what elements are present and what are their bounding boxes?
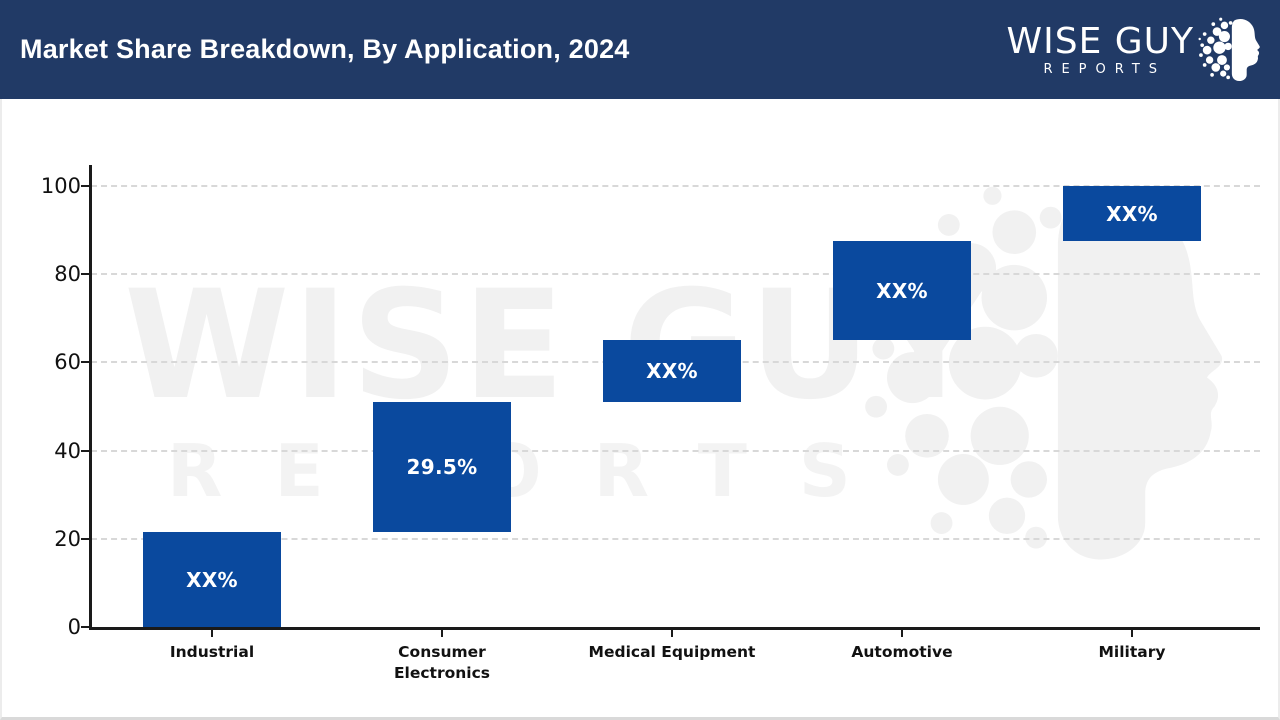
bar-medical-equipment: XX% <box>603 340 741 403</box>
bar-value-label-automotive: XX% <box>876 278 928 303</box>
gridline-100 <box>91 185 1260 187</box>
y-axis-tickmark <box>81 626 89 628</box>
bar-military: XX% <box>1063 186 1201 242</box>
bar-value-label-medical-equipment: XX% <box>646 359 698 384</box>
y-axis-tick-label: 100 <box>40 174 81 198</box>
y-axis-tick-label: 40 <box>54 438 81 463</box>
brand-logo: WISE GUY REPORTS <box>1007 12 1280 87</box>
x-axis-label-automotive: Automotive <box>851 643 953 661</box>
bar-consumer-electronics: 29.5% <box>373 402 511 533</box>
x-axis-tickmark <box>671 629 673 637</box>
brand-name-text: WISE GUY <box>1006 20 1194 62</box>
y-axis-tickmark <box>81 361 89 364</box>
x-axis-tickmark <box>211 629 213 637</box>
y-axis-tick-label: 60 <box>54 350 81 375</box>
y-axis-tickmark <box>81 537 89 540</box>
y-axis-line <box>89 165 92 629</box>
chart-area: WISE GUY REPORTS 0 20 40 60 80 100 XX% Industri… <box>0 99 1280 720</box>
y-axis-tick-label: 0 <box>67 615 81 639</box>
x-axis-tickmark <box>901 629 903 637</box>
gridline-80 <box>91 273 1260 276</box>
bar-value-label-military: XX% <box>1106 201 1158 226</box>
y-axis-tickmark <box>81 273 89 276</box>
x-axis-tickmark <box>1131 629 1133 637</box>
bar-value-label-industrial: XX% <box>186 567 238 592</box>
brand-face-icon <box>1198 17 1260 82</box>
x-axis-label-industrial: Industrial <box>169 643 255 661</box>
y-axis-tickmark <box>81 449 89 452</box>
header-bar: Market Share Breakdown, By Application, … <box>0 0 1280 99</box>
plot-region: 0 20 40 60 80 100 XX% Industrial 29.5% Consumer E… <box>2 99 1278 717</box>
bar-value-label-consumer-electronics: 29.5% <box>406 455 478 480</box>
x-axis-tickmark <box>441 629 443 637</box>
brand-wordmark: WISE GUY REPORTS <box>1006 20 1195 77</box>
x-axis-label-military: Military <box>1098 643 1166 661</box>
x-axis-label-consumer-electronics: Consumer Electronics <box>393 643 491 682</box>
y-axis-tick-label: 20 <box>54 526 81 551</box>
gridline-20 <box>91 537 1260 540</box>
bar-automotive: XX% <box>833 241 971 341</box>
bar-industrial: XX% <box>143 532 281 627</box>
x-axis-line <box>89 627 1260 630</box>
y-axis-tick-label: 80 <box>54 262 81 287</box>
y-axis-tickmark <box>81 185 89 187</box>
page-title: Market Share Breakdown, By Application, … <box>20 34 630 64</box>
gridline-40 <box>91 449 1260 452</box>
x-axis-label-medical-equipment: Medical Equipment <box>588 643 756 661</box>
brand-sub-text: REPORTS <box>1043 61 1167 77</box>
